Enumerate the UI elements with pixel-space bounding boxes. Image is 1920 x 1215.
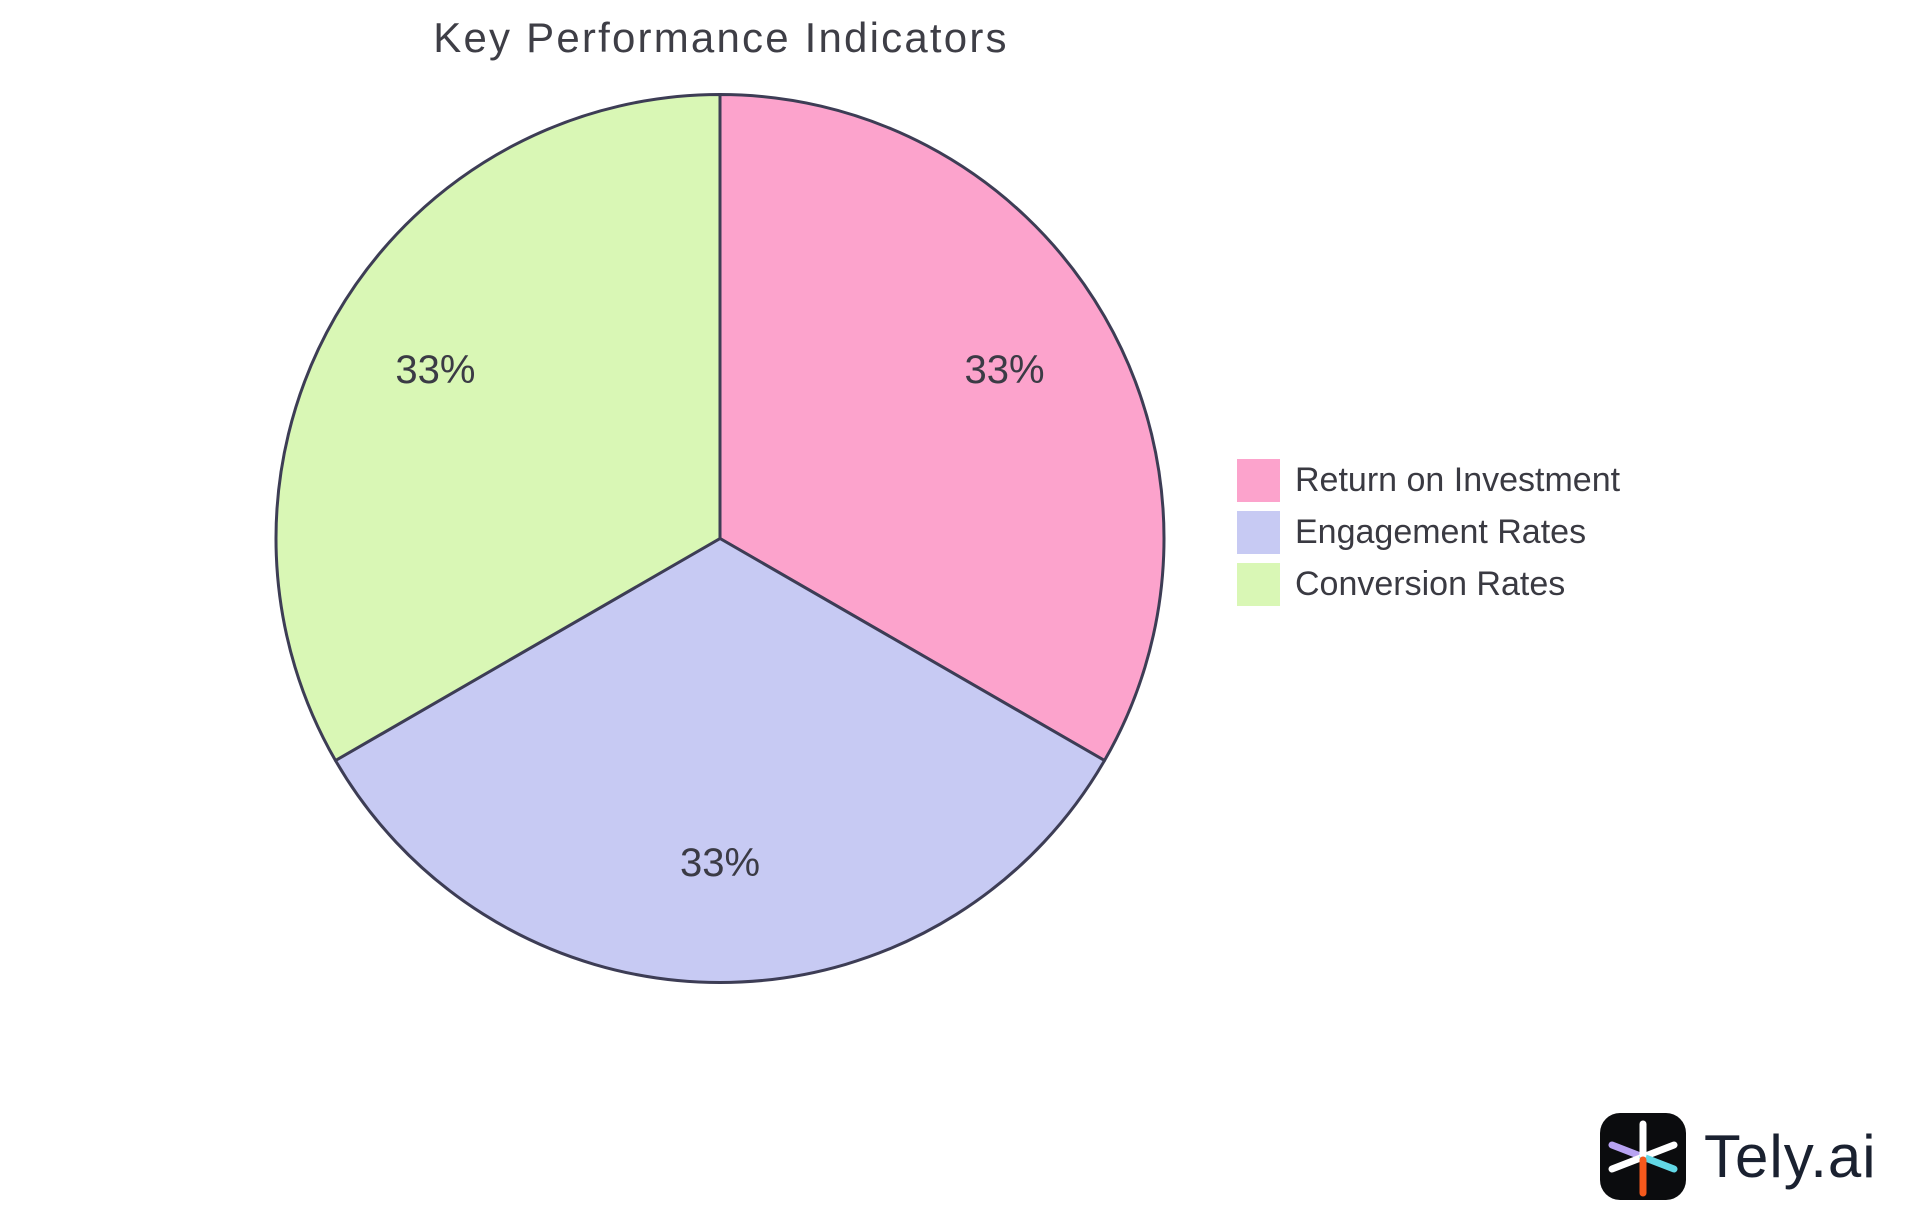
slice-percent-label: 33% (965, 348, 1045, 392)
slice-percent-label: 33% (395, 348, 475, 392)
slice-percent-label: 33% (680, 841, 760, 885)
legend-swatch (1237, 459, 1280, 502)
legend-label: Engagement Rates (1295, 513, 1587, 551)
pie-slice-engagement-rates[interactable] (333, 537, 1107, 984)
legend-item-engagement-rates[interactable]: Engagement Rates (1237, 511, 1620, 554)
legend-item-conversion-rates[interactable]: Conversion Rates (1237, 563, 1620, 606)
pie-slice-conversion-rates[interactable] (274, 93, 722, 762)
brand-name: Tely.ai (1704, 1123, 1877, 1190)
legend-label: Conversion Rates (1295, 565, 1566, 603)
branding-watermark: Tely.ai (1600, 1113, 1877, 1200)
tely-logo-icon (1600, 1113, 1686, 1200)
legend: Return on Investment Engagement Rates Conv… (1237, 459, 1620, 606)
logo-ray-upper-left (1608, 1141, 1647, 1161)
chart-title: Key Performance Indicators (433, 14, 1009, 61)
legend-swatch (1237, 563, 1280, 606)
logo-ray-upper-right (1639, 1141, 1678, 1161)
logo-ray-lower-right (1639, 1153, 1678, 1173)
legend-swatch (1237, 511, 1280, 554)
logo-ray-lower-left (1608, 1153, 1647, 1173)
legend-label: Return on Investment (1295, 461, 1621, 499)
pie-slice-return-on-investment[interactable] (718, 93, 1166, 762)
legend-item-return-on-investment[interactable]: Return on Investment (1237, 459, 1620, 502)
